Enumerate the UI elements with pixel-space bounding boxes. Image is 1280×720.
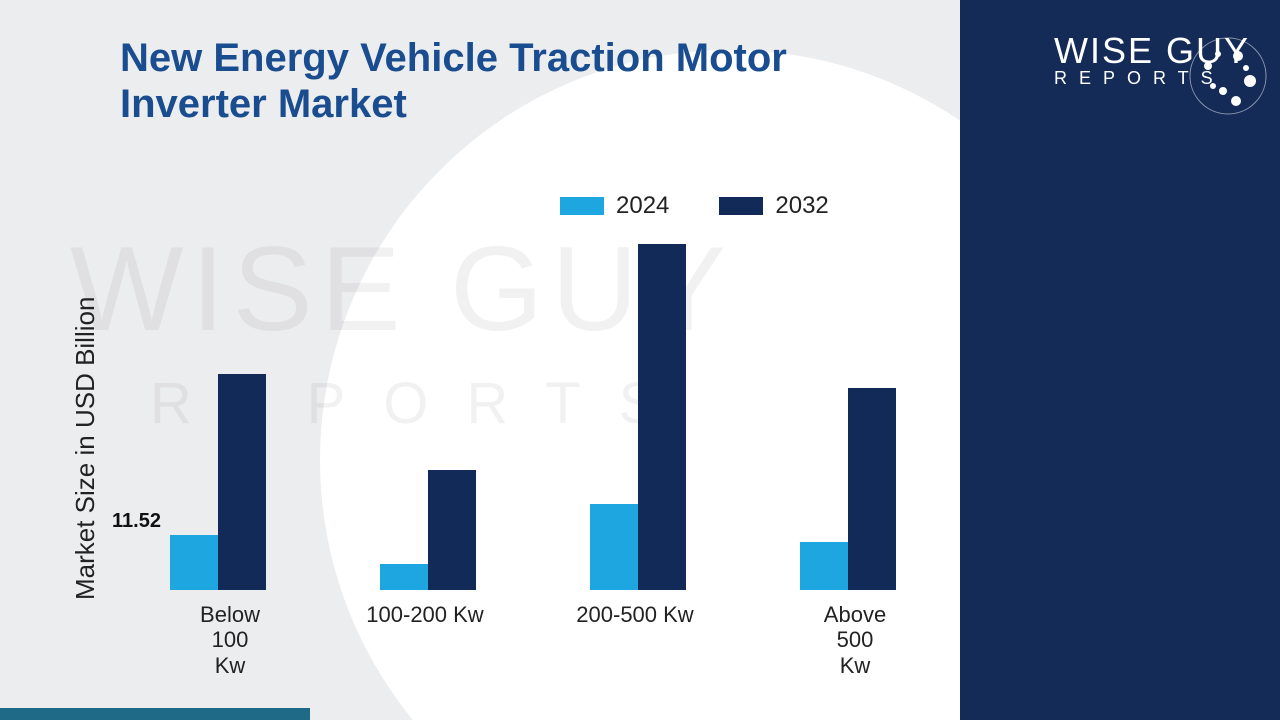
bar	[848, 388, 896, 590]
bar	[590, 504, 638, 590]
legend-label-2032: 2032	[775, 192, 828, 220]
bar	[218, 374, 266, 590]
legend: 2024 2032	[560, 192, 829, 220]
logo-head-icon	[1158, 36, 1268, 146]
bar-value-label: 11.52	[112, 510, 161, 533]
chart-title: New Energy Vehicle Traction Motor Invert…	[120, 35, 860, 127]
legend-item-2024: 2024	[560, 192, 669, 220]
x-axis-label: Above500Kw	[790, 602, 920, 678]
bar	[170, 535, 218, 590]
x-axis-label: 100-200 Kw	[360, 602, 490, 627]
x-axis-label: Below100Kw	[165, 602, 295, 678]
legend-label-2024: 2024	[616, 192, 669, 220]
bar	[380, 564, 428, 590]
legend-swatch-2032	[719, 197, 763, 215]
chart-canvas: WISE GUY REPORTS New Energy Vehicle Trac…	[0, 0, 1280, 720]
bar	[638, 244, 686, 590]
bar	[428, 470, 476, 590]
legend-swatch-2024	[560, 197, 604, 215]
legend-item-2032: 2032	[719, 192, 828, 220]
bottom-strip	[0, 708, 310, 720]
plot-area: Below100Kw100-200 Kw200-500 KwAbove500Kw…	[160, 230, 920, 590]
x-axis-label: 200-500 Kw	[570, 602, 700, 627]
bar	[800, 542, 848, 590]
y-axis-label: Market Size in USD Billion	[70, 297, 101, 600]
